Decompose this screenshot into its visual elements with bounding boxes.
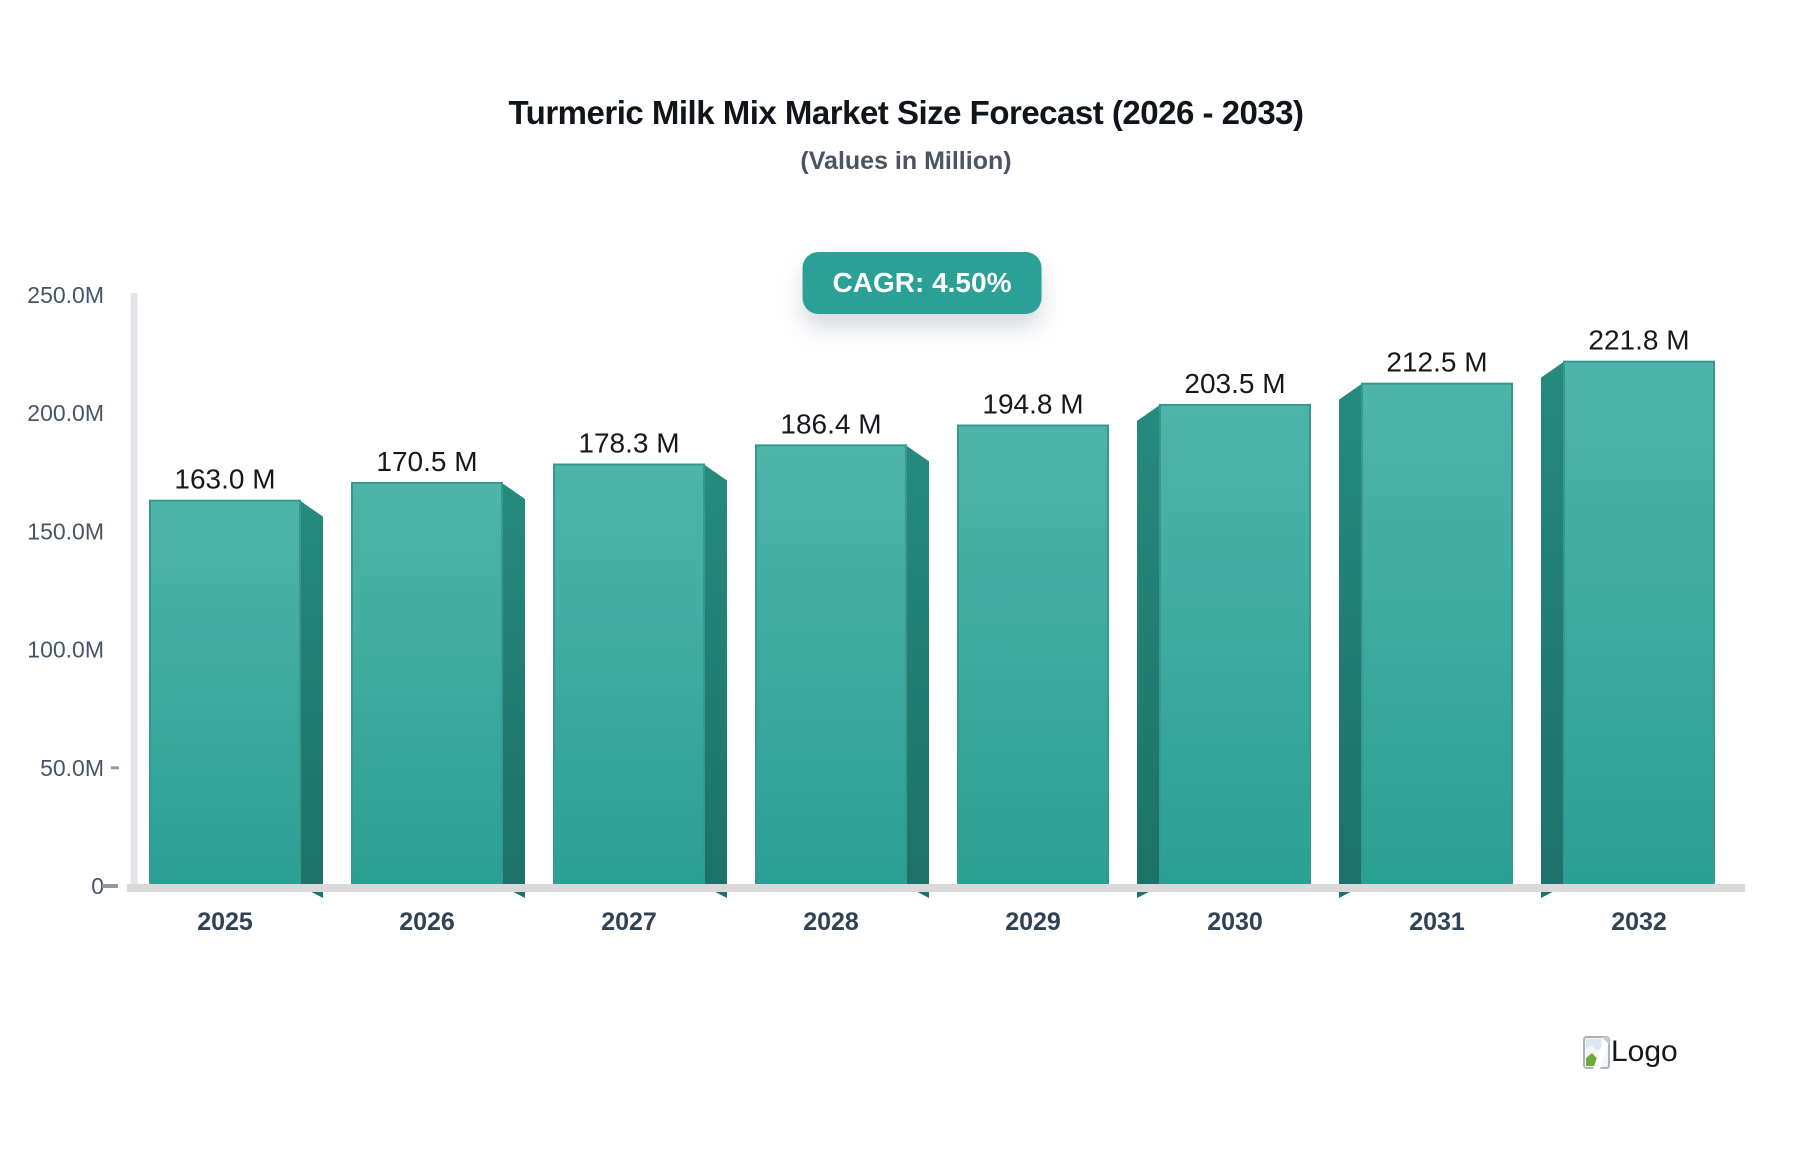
logo-text: Logo <box>1611 1035 1678 1068</box>
bar-value-label: 170.5 M <box>376 446 477 477</box>
y-tick-dash <box>111 766 119 770</box>
y-axis-label: 200.0M <box>27 400 104 426</box>
y-axis-label: 100.0M <box>27 637 104 663</box>
bar-value-label: 186.4 M <box>780 408 881 439</box>
broken-image-icon <box>1583 1036 1610 1069</box>
x-axis-label: 2029 <box>1005 908 1061 936</box>
y-axis-label: 0 <box>91 873 104 899</box>
chart-title: Turmeric Milk Mix Market Size Forecast (… <box>508 94 1304 131</box>
logo: Logo <box>1583 1036 1678 1069</box>
x-axis-label: 2026 <box>399 908 455 936</box>
bar <box>1159 403 1311 887</box>
bar <box>553 463 705 887</box>
bar-value-label: 163.0 M <box>174 464 275 495</box>
x-axis-label: 2030 <box>1207 908 1263 936</box>
cagr-badge: CAGR: 4.50% <box>802 252 1042 314</box>
bar-value-label: 221.8 M <box>1588 325 1689 356</box>
x-axis-label: 2027 <box>601 908 657 936</box>
bar <box>149 499 301 887</box>
x-axis-label: 2028 <box>803 908 859 936</box>
bar <box>1563 360 1715 887</box>
x-axis-label: 2031 <box>1409 908 1465 936</box>
bar-side <box>704 464 727 898</box>
y-tick-dash <box>102 884 118 888</box>
bar-side <box>1541 361 1564 898</box>
bar-side <box>502 482 525 898</box>
bar-value-label: 194.8 M <box>982 388 1083 419</box>
y-axis-line <box>130 293 138 886</box>
bar-value-label: 203.5 M <box>1184 368 1285 399</box>
bar <box>351 481 503 887</box>
bar-side <box>300 500 323 898</box>
bar <box>1361 382 1513 887</box>
bar <box>755 444 907 887</box>
y-axis-label: 150.0M <box>27 518 104 544</box>
y-axis-label: 50.0M <box>40 755 104 781</box>
bar-value-label: 212.5 M <box>1386 347 1487 378</box>
bar-side <box>1137 404 1160 898</box>
bar-side <box>1339 383 1362 898</box>
x-axis-line <box>127 884 1745 892</box>
bar-side <box>906 445 929 898</box>
chart-subtitle: (Values in Million) <box>800 147 1012 175</box>
bar-value-label: 178.3 M <box>578 427 679 458</box>
x-axis-label: 2025 <box>197 908 253 936</box>
x-axis-label: 2032 <box>1611 908 1667 936</box>
y-axis-label: 250.0M <box>27 282 104 308</box>
bar <box>957 424 1109 887</box>
